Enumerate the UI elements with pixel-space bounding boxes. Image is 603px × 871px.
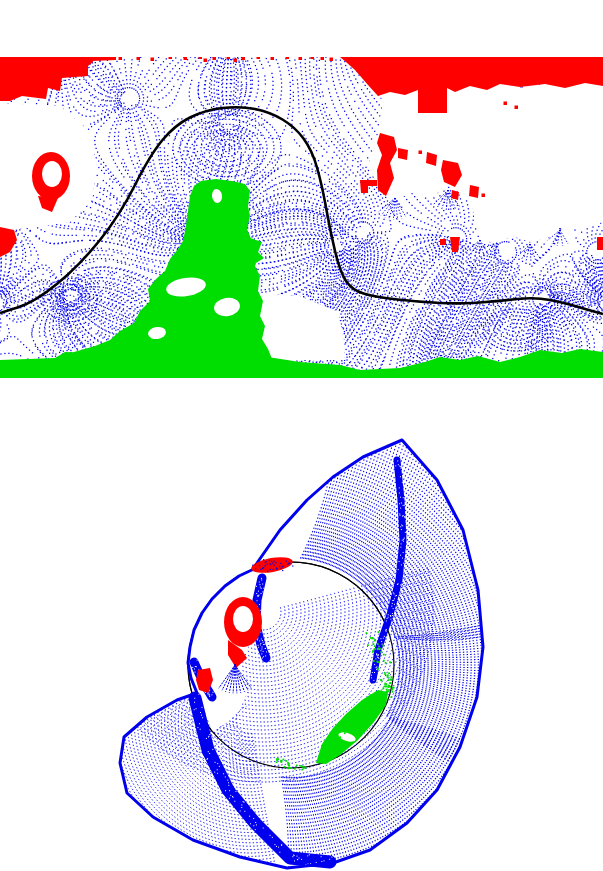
sphere-view-panel	[0, 420, 603, 871]
synoptic-map-panel	[0, 57, 603, 378]
